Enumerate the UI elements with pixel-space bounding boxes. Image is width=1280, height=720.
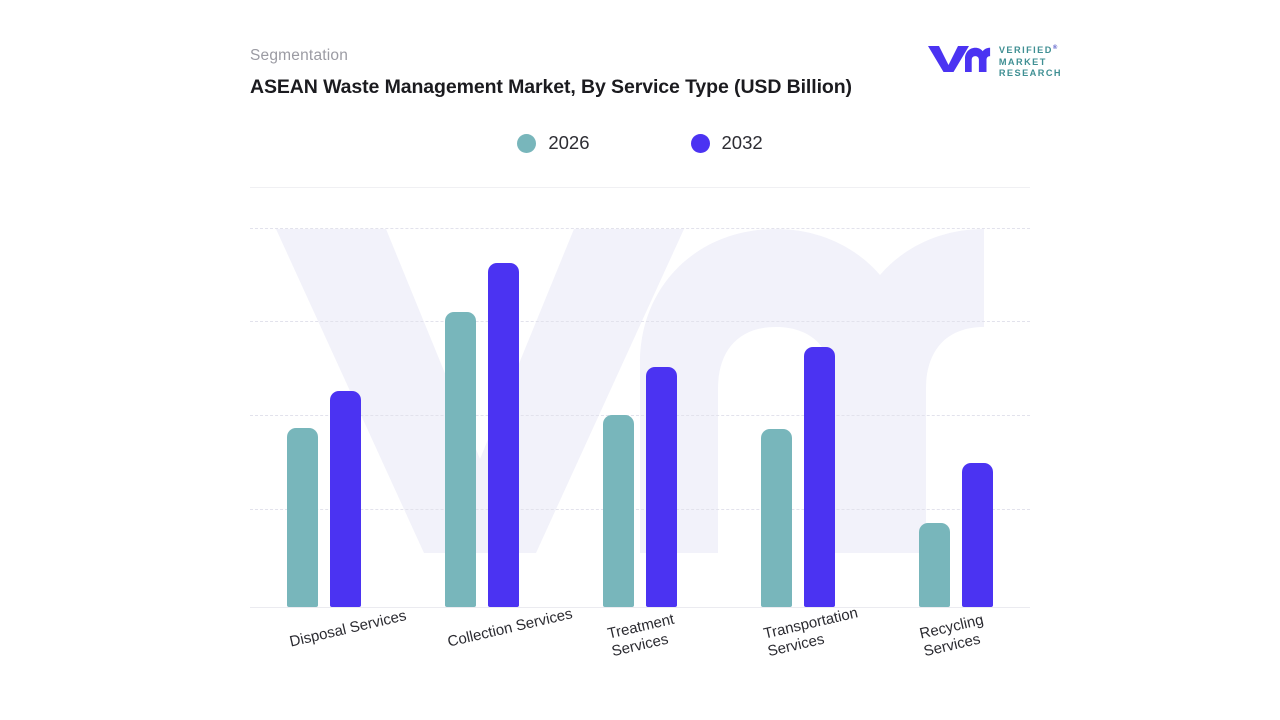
logo-line-market: MARKET xyxy=(998,56,1047,67)
x-axis-line xyxy=(250,607,1030,608)
vmr-logo-wordmark: VERIFIED® MARKET RESEARCH xyxy=(999,42,1062,79)
chart-header: Segmentation ASEAN Waste Management Mark… xyxy=(250,46,1030,100)
legend-label-2026: 2026 xyxy=(548,132,590,153)
logo-line-verified: VERIFIED® xyxy=(998,45,1058,56)
bar-recycling-services-2026[interactable] xyxy=(919,523,950,607)
gridline-4 xyxy=(250,228,1030,229)
header-divider xyxy=(250,187,1030,188)
legend-swatch-2026 xyxy=(517,133,537,153)
chart-legend: 2026 2032 xyxy=(250,133,1030,153)
bar-transportation-services-2026[interactable] xyxy=(761,429,792,607)
bar-recycling-services-2032[interactable] xyxy=(962,463,993,607)
bar-disposal-services-2026[interactable] xyxy=(287,428,318,607)
x-axis-label-collection-services: Collection Services xyxy=(446,605,575,651)
bar-treatment-services-2032[interactable] xyxy=(646,367,677,607)
legend-label-2032: 2032 xyxy=(721,132,763,153)
bar-transportation-services-2032[interactable] xyxy=(804,347,835,607)
bar-collection-services-2026[interactable] xyxy=(445,312,476,607)
bar-disposal-services-2032[interactable] xyxy=(330,391,361,607)
x-axis-label-treatment-services: Treatment Services xyxy=(606,610,676,661)
gridline-1 xyxy=(250,509,1030,510)
legend-item-2026[interactable]: 2026 xyxy=(517,132,590,153)
gridline-3 xyxy=(250,321,1030,322)
chart-plot-area xyxy=(250,215,1030,608)
bar-series-container xyxy=(250,215,1030,607)
bar-collection-services-2032[interactable] xyxy=(488,263,519,607)
logo-line-research: RESEARCH xyxy=(998,68,1062,79)
legend-item-2032[interactable]: 2032 xyxy=(690,132,763,153)
bar-treatment-services-2026[interactable] xyxy=(603,415,634,607)
vmr-logo-mark-icon xyxy=(926,43,992,78)
x-axis-label-transportation-services: Transportation Services xyxy=(762,604,860,661)
x-axis-labels: Disposal Services Collection Services Tr… xyxy=(250,604,1040,702)
segmentation-kicker: Segmentation xyxy=(250,47,349,64)
vmr-logo: VERIFIED® MARKET RESEARCH xyxy=(926,42,1062,79)
page-title: ASEAN Waste Management Market, By Servic… xyxy=(250,76,852,98)
legend-swatch-2032 xyxy=(690,133,710,153)
x-axis-label-disposal-services: Disposal Services xyxy=(288,607,408,651)
gridline-2 xyxy=(250,415,1030,416)
